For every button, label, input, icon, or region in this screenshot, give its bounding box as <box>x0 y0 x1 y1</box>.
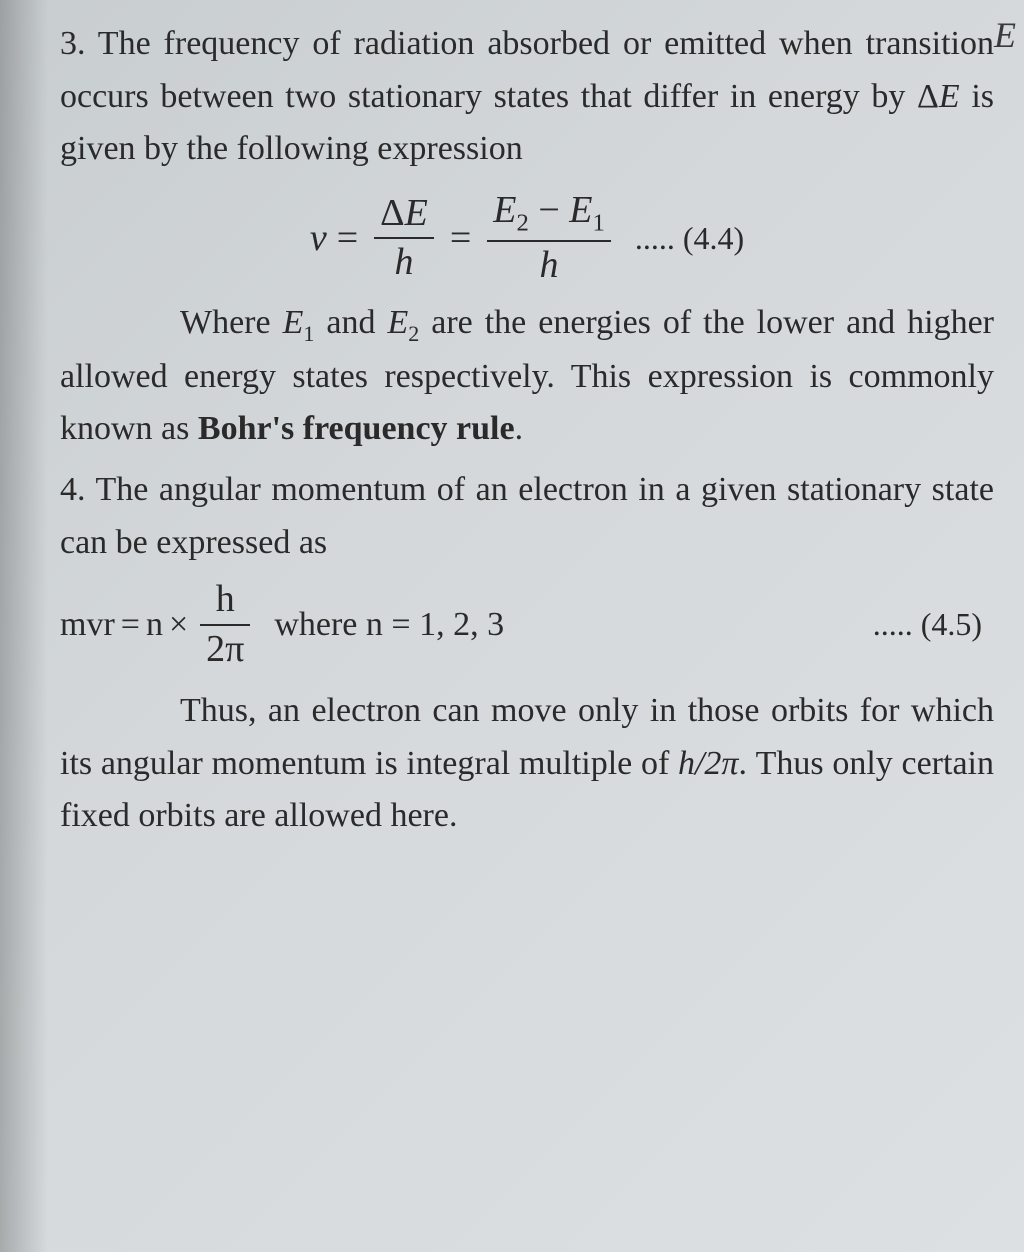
eq45-lhs: mvr <box>60 599 115 652</box>
equals-sign-2: = <box>450 209 471 268</box>
item-3-para: 3. The frequency of radiation absorbed o… <box>60 18 994 176</box>
e2-sub: 2 <box>516 210 528 237</box>
item-4-number: 4. <box>60 471 86 508</box>
eq45-label: ..... (4.5) <box>873 600 982 650</box>
delta-e-symbol: ΔE <box>917 78 960 115</box>
item-4-para: 4. The angular momentum of an electron i… <box>60 464 994 569</box>
eq45-frac-num: h <box>210 579 241 621</box>
equation-4-4: ν = ΔE h = E2 − E1 h ..... (4.4) <box>60 190 994 287</box>
eq45-n: n <box>146 599 163 652</box>
eq44-frac2-num: E2 − E1 <box>487 190 611 237</box>
eq44-frac1: ΔE h <box>374 193 434 285</box>
where-word: Where <box>180 304 283 341</box>
edge-letter: E <box>994 14 1016 56</box>
e1-sym: E <box>569 189 592 231</box>
period: . <box>515 410 524 447</box>
e2: E <box>387 304 408 341</box>
e2-sym: E <box>493 189 516 231</box>
eq45-where: where n = 1, 2, 3 <box>274 599 504 652</box>
equation-4-5: mvr = n × h 2π where n = 1, 2, 3 ..... (… <box>60 579 994 671</box>
eq45-times: × <box>169 599 188 652</box>
e2sub: 2 <box>408 320 419 345</box>
item-3-text-a: The frequency of radiation absorbed or e… <box>60 25 994 115</box>
fraction-bar <box>374 237 434 239</box>
eq45-frac-den: 2π <box>200 629 250 671</box>
fraction-bar-2 <box>487 240 611 242</box>
page-shadow <box>0 0 48 1252</box>
eq45-eq: = <box>121 599 140 652</box>
h-over-2pi: h/2π <box>678 745 738 782</box>
eq44-label: ..... (4.4) <box>635 214 744 264</box>
eq45-frac: h 2π <box>200 579 250 671</box>
item-3-where: Where E1 and E2 are the energies of the … <box>60 297 994 456</box>
item-4-after: Thus, an electron can move only in those… <box>60 685 994 843</box>
eq44-frac1-num: ΔE <box>374 193 434 235</box>
fraction-bar-3 <box>200 624 250 626</box>
and-word: and <box>314 304 387 341</box>
item-3-number: 3. <box>60 25 86 62</box>
equals-sign: = <box>337 209 358 268</box>
bohr-rule: Bohr's frequency rule <box>198 410 515 447</box>
eq44-frac2: E2 − E1 h <box>487 190 611 287</box>
e1: E <box>283 304 304 341</box>
eq44-lhs: ν <box>310 209 327 268</box>
e1sub: 1 <box>303 320 314 345</box>
minus-sign: − <box>529 189 569 231</box>
eq44-frac1-den: h <box>389 242 420 284</box>
e1-sub: 1 <box>592 210 604 237</box>
page-content: 3. The frequency of radiation absorbed o… <box>60 18 994 843</box>
item-4-text: The angular momentum of an electron in a… <box>60 471 994 561</box>
eq44-frac2-den: h <box>534 245 565 287</box>
